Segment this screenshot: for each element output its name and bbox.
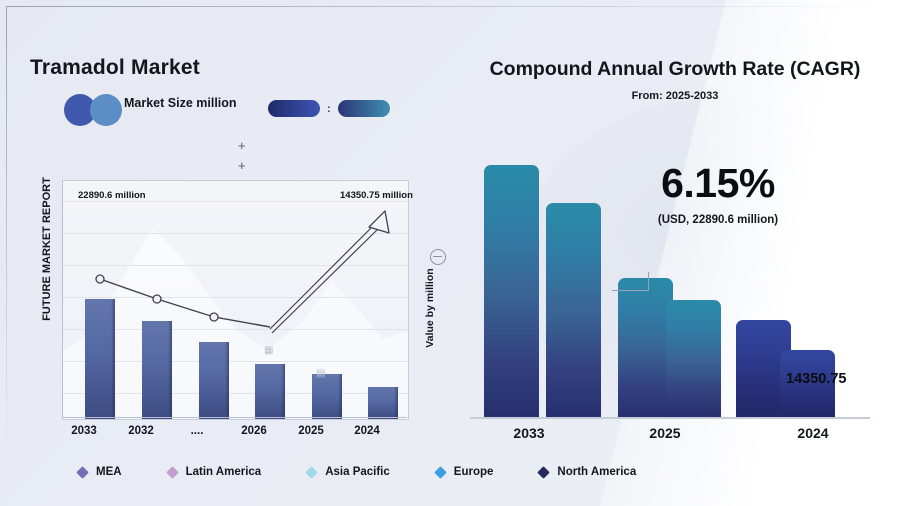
left-chart-axis-title: FUTURE MARKET REPORT: [41, 177, 53, 321]
cagr-subtitle: From: 2025-2033: [631, 90, 719, 102]
plus-icon-1: +: [238, 138, 246, 153]
legend-item-europe[interactable]: Europe: [433, 465, 494, 479]
table-row: [546, 203, 601, 418]
panel-top-edge: [6, 6, 890, 7]
right-chart-plot: [470, 150, 870, 418]
left-chart-x-axis: [62, 417, 407, 418]
left-x-label-2: ....: [190, 425, 204, 437]
cagr-title: Compound Annual Growth Rate (CAGR): [489, 58, 861, 80]
right-x-label-0: 2033: [513, 425, 545, 441]
left-chart-plot: [62, 180, 409, 420]
right-chart-x-axis: [470, 417, 870, 419]
table-row: [618, 278, 673, 418]
right-end-value-label: 14350.75: [786, 371, 847, 387]
legend-label: Latin America: [185, 466, 262, 478]
left-end-value-label: 14350.75 million: [340, 190, 413, 201]
table-row: [666, 300, 721, 418]
pill-swatch-secondary: [337, 100, 390, 117]
left-x-label-0: 2033: [71, 425, 97, 437]
page-title: Tramadol Market: [30, 56, 200, 79]
legend-swatch-icon: [433, 465, 447, 479]
table-row: [368, 387, 398, 419]
plus-icon-2: +: [238, 158, 246, 173]
table-row: [142, 321, 172, 419]
legend-swatch-icon: [537, 465, 551, 479]
legend-swatch-icon: [165, 465, 179, 479]
panel-left-edge: [6, 6, 7, 476]
legend-item-north-america[interactable]: North America: [537, 465, 637, 479]
chart-legend: MEA Latin America Asia Pacific Europe No…: [76, 465, 682, 479]
logo-circle-light: [90, 94, 122, 126]
table-row: [312, 374, 342, 419]
left-x-label-1: 2032: [128, 425, 154, 437]
table-row: [484, 165, 539, 418]
legend-label: Europe: [453, 466, 494, 478]
legend-swatch-icon: [305, 465, 319, 479]
legend-label: MEA: [96, 466, 122, 478]
legend-item-latin-america[interactable]: Latin America: [165, 465, 262, 479]
minus-circle-icon: [430, 249, 446, 265]
pill-separator: :: [327, 102, 331, 115]
pill-swatch-primary: [268, 100, 320, 117]
cagr-value: 6.15%: [661, 160, 775, 206]
legend-label: Asia Pacific: [325, 466, 390, 478]
two-circles-logo-icon: [64, 94, 126, 126]
legend-label: North America: [557, 466, 637, 478]
cagr-note: (USD, 22890.6 million): [657, 214, 779, 226]
bracket-annotation: [612, 272, 649, 291]
legend-swatch-icon: [76, 465, 89, 479]
right-x-label-2: 2024: [797, 425, 829, 441]
chart-glyph-icon-1: ▦: [264, 345, 274, 356]
left-start-value-label: 22890.6 million: [78, 190, 146, 201]
market-size-label: Market Size million: [124, 96, 237, 110]
legend-item-asia-pacific[interactable]: Asia Pacific: [305, 465, 390, 479]
legend-item-mea[interactable]: MEA: [76, 465, 122, 479]
table-row: [255, 364, 285, 419]
left-chart-y-axis: [62, 180, 63, 418]
table-row: [85, 299, 115, 419]
right-x-label-1: 2025: [649, 425, 681, 441]
chart-glyph-icon-2: ▤: [316, 368, 326, 379]
table-row: [199, 342, 229, 419]
left-x-label-5: 2024: [354, 425, 380, 437]
pill-legend: :: [268, 100, 390, 117]
left-x-label-3: 2026: [241, 425, 267, 437]
value-by-million-label: Value by million: [424, 268, 436, 348]
trend-line-overlay: [95, 210, 390, 334]
left-x-label-4: 2025: [298, 425, 324, 437]
table-row: [780, 350, 835, 418]
